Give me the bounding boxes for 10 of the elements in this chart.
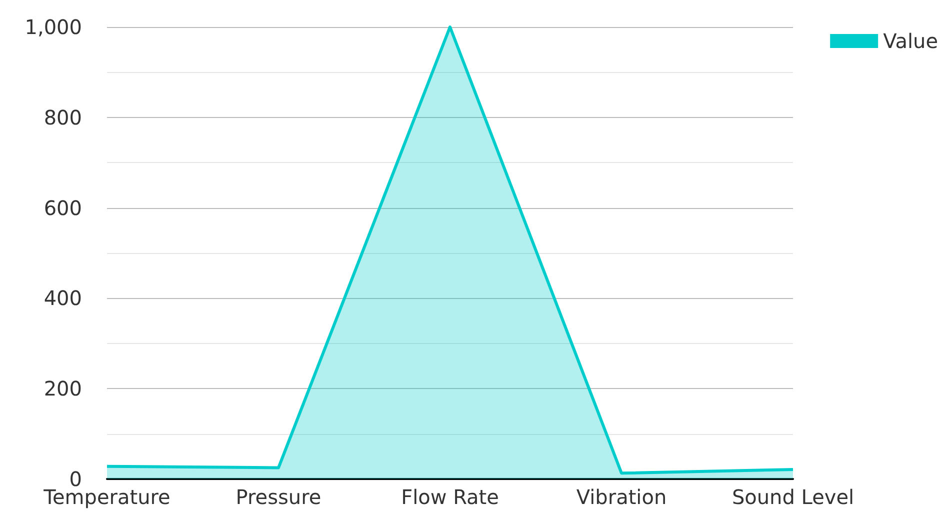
y-tick-label: 600 bbox=[44, 196, 82, 220]
x-tick-label: Vibration bbox=[576, 485, 667, 509]
x-tick-label: Sound Level bbox=[732, 485, 854, 509]
x-tick-label: Pressure bbox=[236, 485, 322, 509]
y-tick-label: 400 bbox=[44, 286, 82, 310]
x-tick-label: Flow Rate bbox=[401, 485, 499, 509]
legend-label: Value bbox=[883, 29, 938, 53]
y-tick-label: 800 bbox=[44, 105, 82, 130]
y-tick-label: 1,000 bbox=[24, 15, 82, 39]
y-tick-label: 200 bbox=[44, 376, 82, 401]
